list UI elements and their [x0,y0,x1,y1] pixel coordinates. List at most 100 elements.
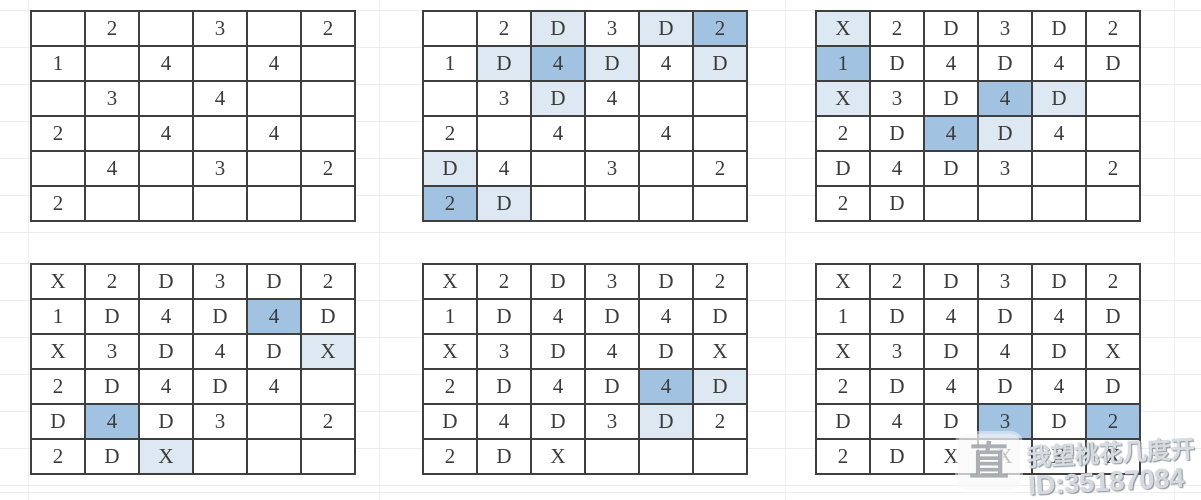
grid-cell[interactable]: 4 [869,403,925,440]
grid-cell[interactable] [584,185,640,222]
grid-cell[interactable] [246,185,302,222]
grid-cell[interactable]: 2 [1085,403,1141,440]
grid-cell[interactable] [138,80,194,117]
grid-cell[interactable]: D [1031,10,1087,47]
grid-cell[interactable] [30,80,86,117]
grid-cell[interactable]: 4 [923,115,979,152]
grid-cell[interactable]: D [692,368,748,405]
grid-cell[interactable] [584,115,640,152]
grid-cell[interactable] [84,45,140,82]
grid-cell[interactable]: 2 [815,115,871,152]
grid-cell[interactable]: D [923,263,979,300]
grid-cell[interactable]: 4 [530,298,586,335]
grid-cell[interactable]: 2 [422,115,478,152]
grid-cell[interactable]: D [138,403,194,440]
grid-cell[interactable]: D [192,298,248,335]
grid-cell[interactable] [300,185,356,222]
grid-cell[interactable]: 3 [192,263,248,300]
grid-cell[interactable]: 4 [84,150,140,187]
grid-cell[interactable]: 2 [815,438,871,475]
grid-cell[interactable] [638,185,694,222]
grid-cell[interactable]: 3 [977,263,1033,300]
grid-cell[interactable] [1085,115,1141,152]
grid-cell[interactable] [30,150,86,187]
grid-cell[interactable]: 2 [422,185,478,222]
grid-cell[interactable]: 4 [923,298,979,335]
grid-cell[interactable]: 2 [84,263,140,300]
grid-cell[interactable]: 1 [30,45,86,82]
grid-cell[interactable]: 2 [476,263,532,300]
grid-cell[interactable]: D [977,45,1033,82]
grid-cell[interactable]: 4 [246,368,302,405]
grid-cell[interactable]: 1 [815,298,871,335]
grid-cell[interactable]: D [869,185,925,222]
grid-cell[interactable] [638,80,694,117]
grid-cell[interactable]: 4 [1031,298,1087,335]
grid-cell[interactable]: D [692,298,748,335]
grid-cell[interactable]: 3 [476,333,532,370]
grid-cell[interactable]: 4 [246,45,302,82]
grid-cell[interactable]: 4 [638,368,694,405]
grid-cell[interactable]: D [530,80,586,117]
grid-cell[interactable]: 2 [84,10,140,47]
grid-cell[interactable]: 4 [638,115,694,152]
grid-cell[interactable]: 4 [584,333,640,370]
grid-cell[interactable]: D [584,45,640,82]
grid-cell[interactable]: 3 [977,150,1033,187]
grid-cell[interactable]: D [1031,333,1087,370]
grid-cell[interactable]: 2 [692,150,748,187]
grid-cell[interactable]: D [138,263,194,300]
grid-cell[interactable]: 2 [30,368,86,405]
grid-cell[interactable]: D [923,150,979,187]
grid-cell[interactable]: 3 [869,80,925,117]
grid-cell[interactable]: 3 [192,150,248,187]
grid-cell[interactable]: D [869,115,925,152]
grid-cell[interactable] [638,438,694,475]
grid-cell[interactable] [977,185,1033,222]
grid-cell[interactable]: 3 [584,263,640,300]
grid-cell[interactable] [84,185,140,222]
grid-cell[interactable]: X [300,333,356,370]
grid-cell[interactable]: 4 [192,80,248,117]
grid-cell[interactable]: X [138,438,194,475]
grid-cell[interactable]: D [923,80,979,117]
grid-cell[interactable]: D [815,150,871,187]
grid-cell[interactable]: X [815,80,871,117]
grid-cell[interactable]: 4 [584,80,640,117]
grid-cell[interactable]: 2 [476,10,532,47]
grid-cell[interactable]: D [1085,368,1141,405]
grid-cell[interactable]: D [977,368,1033,405]
grid-cell[interactable] [1031,185,1087,222]
grid-cell[interactable]: 1 [422,298,478,335]
grid-cell[interactable] [300,438,356,475]
grid-cell[interactable]: 4 [476,150,532,187]
grid-cell[interactable]: D [923,10,979,47]
grid-cell[interactable]: 2 [869,10,925,47]
grid-cell[interactable] [476,115,532,152]
grid-cell[interactable] [246,403,302,440]
grid-cell[interactable] [300,368,356,405]
grid-cell[interactable] [300,115,356,152]
grid-cell[interactable]: 4 [192,333,248,370]
grid-cell[interactable]: 2 [869,263,925,300]
grid-cell[interactable]: 4 [530,115,586,152]
grid-cell[interactable]: D [300,298,356,335]
grid-cell[interactable]: D [84,368,140,405]
grid-cell[interactable]: 1 [30,298,86,335]
grid-cell[interactable]: 3 [977,403,1033,440]
grid-cell[interactable] [192,45,248,82]
grid-cell[interactable] [84,115,140,152]
grid-cell[interactable]: X [815,333,871,370]
grid-cell[interactable]: D [869,438,925,475]
grid-cell[interactable]: 2 [300,403,356,440]
grid-cell[interactable] [530,150,586,187]
grid-cell[interactable]: D [192,368,248,405]
grid-cell[interactable] [422,80,478,117]
grid-cell[interactable] [300,45,356,82]
grid-cell[interactable]: X [30,263,86,300]
grid-cell[interactable] [692,438,748,475]
grid-cell[interactable]: D [530,403,586,440]
grid-cell[interactable]: D [584,368,640,405]
grid-cell[interactable]: 4 [84,403,140,440]
grid-cell[interactable]: X [1031,438,1087,475]
